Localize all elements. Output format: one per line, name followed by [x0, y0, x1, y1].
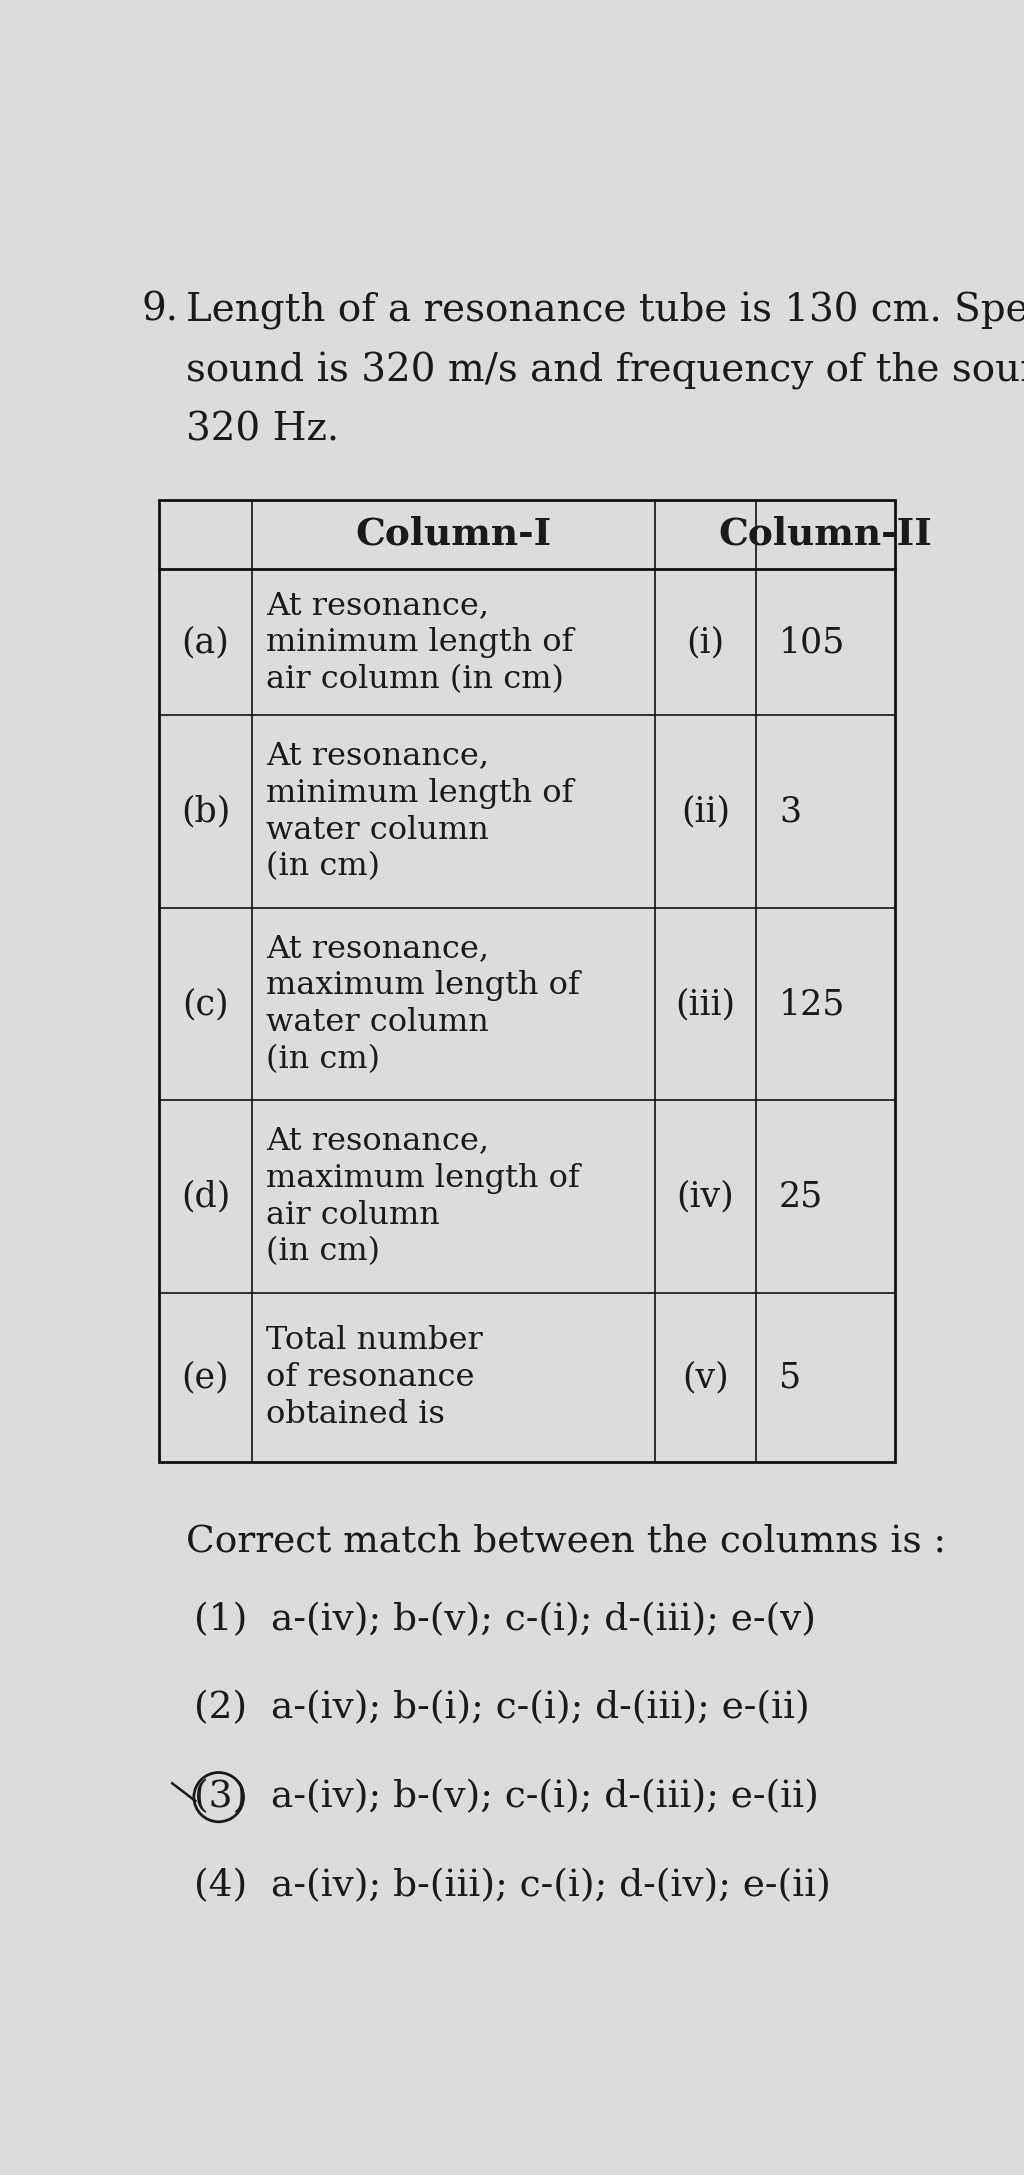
Text: (iv): (iv)	[677, 1179, 734, 1214]
Text: At resonance,: At resonance,	[266, 933, 488, 964]
Text: (v): (v)	[682, 1362, 729, 1394]
Text: 9.: 9.	[142, 291, 179, 328]
Text: (in cm): (in cm)	[266, 1238, 380, 1268]
Text: (a): (a)	[181, 624, 229, 659]
Text: Total number: Total number	[266, 1325, 482, 1355]
Text: maximum length of: maximum length of	[266, 970, 580, 1001]
Bar	[159, 500, 895, 1462]
Text: (in cm): (in cm)	[266, 850, 380, 883]
Text: (e): (e)	[181, 1362, 229, 1394]
Text: (d): (d)	[181, 1179, 230, 1214]
Text: At resonance,: At resonance,	[266, 1127, 488, 1157]
Text: a-(iv); b-(v); c-(i); d-(iii); e-(ii): a-(iv); b-(v); c-(i); d-(iii); e-(ii)	[271, 1779, 819, 1816]
Text: (4): (4)	[194, 1868, 247, 1903]
Text: (2): (2)	[194, 1690, 247, 1727]
Text: 25: 25	[779, 1179, 823, 1214]
Text: Correct match between the columns is :: Correct match between the columns is :	[186, 1525, 946, 1559]
Text: 320 Hz.: 320 Hz.	[186, 411, 339, 448]
Text: minimum length of: minimum length of	[266, 779, 573, 809]
Text: Column-II: Column-II	[719, 515, 933, 552]
Text: 105: 105	[779, 624, 846, 659]
Text: a-(iv); b-(iii); c-(i); d-(iv); e-(ii): a-(iv); b-(iii); c-(i); d-(iv); e-(ii)	[271, 1868, 831, 1903]
Text: water column: water column	[266, 1007, 488, 1037]
Text: (i): (i)	[686, 624, 724, 659]
Text: sound is 320 m/s and frequency of the source is: sound is 320 m/s and frequency of the so…	[186, 352, 1024, 389]
Text: (b): (b)	[181, 794, 230, 829]
Text: a-(iv); b-(v); c-(i); d-(iii); e-(v): a-(iv); b-(v); c-(i); d-(iii); e-(v)	[271, 1603, 816, 1638]
Text: (c): (c)	[182, 987, 228, 1020]
Text: a-(iv); b-(i); c-(i); d-(iii); e-(ii): a-(iv); b-(i); c-(i); d-(iii); e-(ii)	[271, 1690, 810, 1727]
Text: water column: water column	[266, 813, 488, 846]
Text: At resonance,: At resonance,	[266, 589, 488, 620]
Text: maximum length of: maximum length of	[266, 1164, 580, 1194]
Text: air column: air column	[266, 1201, 439, 1231]
Text: 5: 5	[779, 1362, 801, 1394]
Text: (in cm): (in cm)	[266, 1044, 380, 1074]
Text: Column-I: Column-I	[355, 515, 552, 552]
Text: minimum length of: minimum length of	[266, 626, 573, 657]
Text: of resonance: of resonance	[266, 1362, 474, 1392]
Text: obtained is: obtained is	[266, 1399, 444, 1429]
Text: 125: 125	[779, 987, 846, 1020]
Text: (iii): (iii)	[675, 987, 735, 1020]
Text: (ii): (ii)	[681, 794, 730, 829]
Text: air column (in cm): air column (in cm)	[266, 663, 564, 694]
Text: (3): (3)	[194, 1779, 247, 1816]
Text: 3: 3	[779, 794, 801, 829]
Text: Length of a resonance tube is 130 cm. Speed of: Length of a resonance tube is 130 cm. Sp…	[186, 291, 1024, 331]
Text: (1): (1)	[194, 1603, 247, 1638]
Text: At resonance,: At resonance,	[266, 742, 488, 772]
